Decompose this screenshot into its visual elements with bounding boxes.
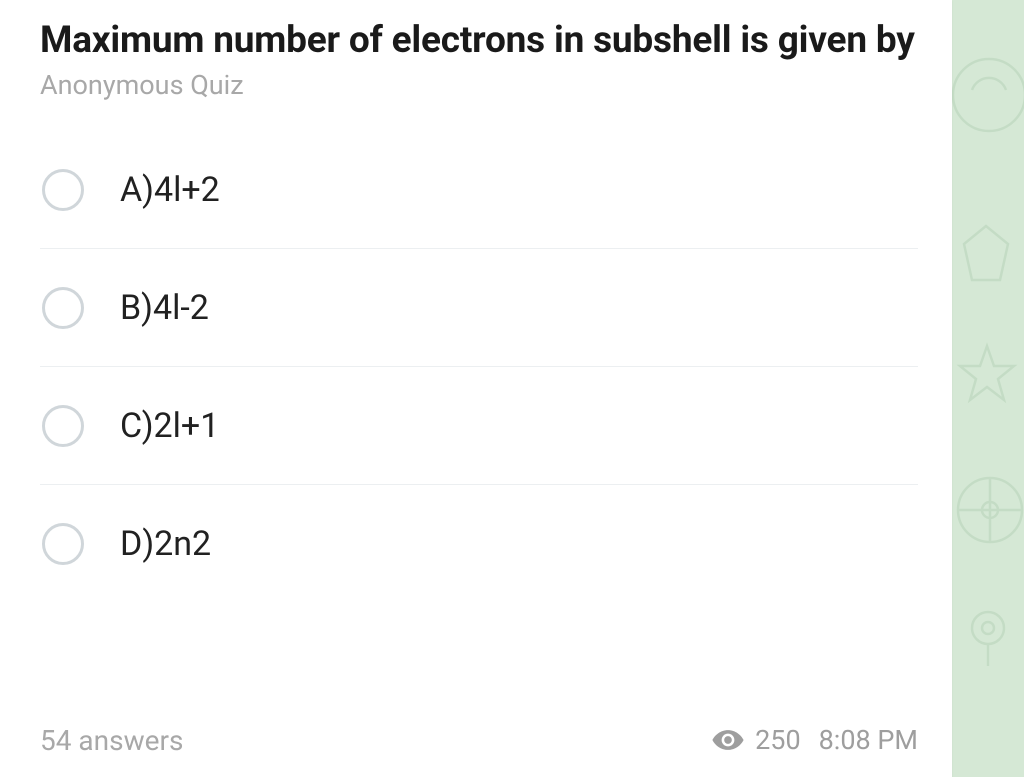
timestamp: 8:08 PM — [819, 724, 918, 756]
option-label: C)2l+1 — [120, 406, 219, 446]
radio-unchecked-icon — [42, 287, 84, 329]
option-b[interactable]: B)4l-2 — [40, 249, 918, 367]
views-number: 250 — [755, 724, 801, 756]
quiz-type-label: Anonymous Quiz — [40, 69, 918, 101]
option-label: A)4l+2 — [120, 170, 220, 210]
radio-unchecked-icon — [42, 405, 84, 447]
option-label: B)4l-2 — [120, 288, 209, 328]
options-list: A)4l+2 B)4l-2 C)2l+1 D)2n2 — [40, 131, 918, 603]
radio-unchecked-icon — [42, 169, 84, 211]
radio-unchecked-icon — [42, 523, 84, 565]
option-c[interactable]: C)2l+1 — [40, 367, 918, 485]
option-d[interactable]: D)2n2 — [40, 485, 918, 603]
message-footer: 54 answers 250 8:08 PM — [40, 723, 918, 757]
option-label: D)2n2 — [120, 524, 211, 564]
quiz-message-bubble: Maximum number of electrons in subshell … — [0, 0, 952, 777]
views-count: 250 — [711, 723, 801, 757]
question-text: Maximum number of electrons in subshell … — [40, 18, 918, 63]
message-meta: 250 8:08 PM — [711, 723, 918, 757]
option-a[interactable]: A)4l+2 — [40, 131, 918, 249]
answers-count[interactable]: 54 answers — [40, 724, 183, 757]
eye-icon — [711, 723, 745, 757]
